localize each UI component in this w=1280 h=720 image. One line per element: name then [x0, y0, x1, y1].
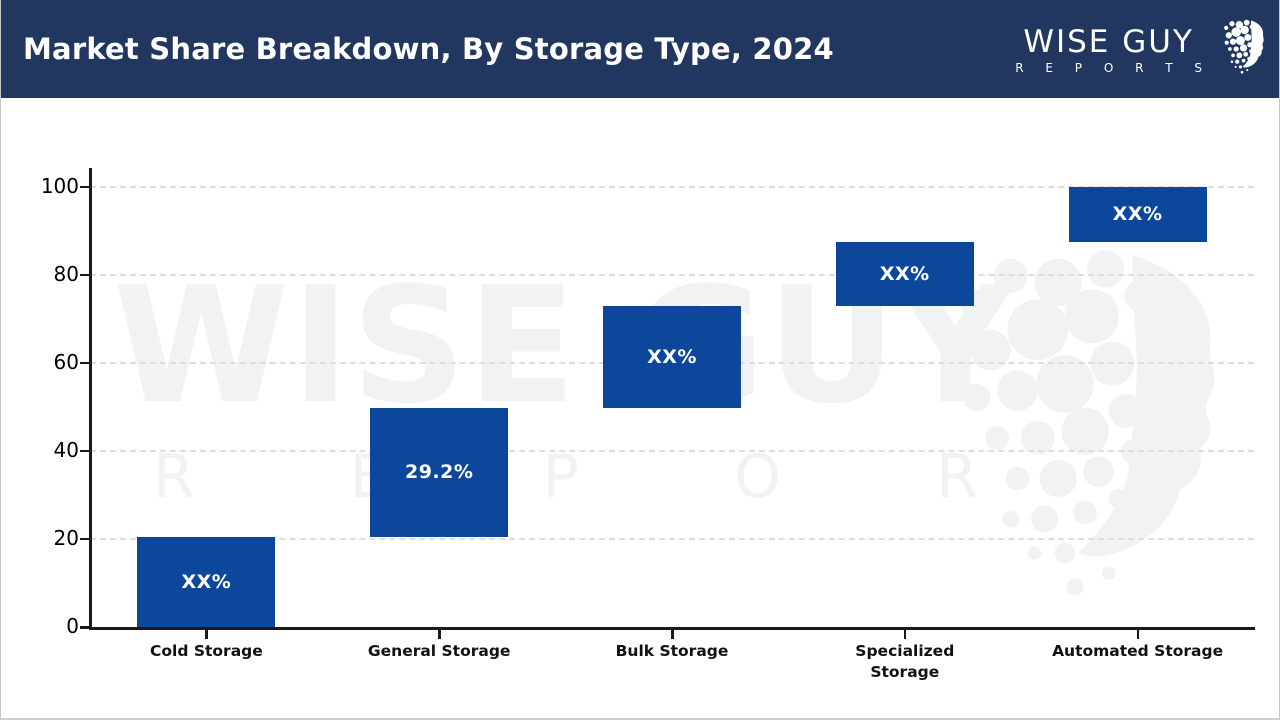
x-tick-3 [903, 630, 907, 639]
header-bar: Market Share Breakdown, By Storage Type,… [1, 0, 1279, 98]
bar-value-label: XX% [879, 263, 930, 286]
y-tick-20 [80, 537, 90, 541]
bar-automated-storage: XX% [1068, 186, 1207, 243]
y-tick-80 [80, 273, 90, 277]
y-axis-line [89, 168, 92, 630]
y-tick-label: 60 [53, 349, 79, 374]
x-tick-label: General Storage [367, 642, 511, 660]
x-tick-4 [1136, 630, 1140, 639]
x-tick-label: Specialized Storage [855, 642, 955, 681]
gridline-y-20 [90, 537, 1254, 540]
x-tick-2 [671, 630, 674, 639]
x-tick-label: Automated Storage [1052, 642, 1224, 660]
bar-value-label: 29.2% [404, 461, 474, 484]
y-tick-label: 40 [53, 437, 79, 462]
brand-logo: WISE GUY R E P O R T S [1006, 6, 1271, 92]
bar-value-label: XX% [1112, 203, 1163, 226]
y-tick-100 [80, 185, 90, 188]
x-tick-0 [205, 630, 208, 639]
gridline-y-40 [90, 449, 1254, 452]
bar-specialized-storage: XX% [835, 242, 974, 306]
x-tick-label: Cold Storage [150, 642, 263, 660]
page-title: Market Share Breakdown, By Storage Type,… [23, 32, 834, 66]
bar-cold-storage: XX% [137, 536, 276, 627]
x-tick-1 [438, 630, 441, 639]
watermark-head-icon [960, 250, 1215, 596]
y-tick-label: 100 [40, 173, 79, 198]
y-tick-label: 0 [66, 614, 79, 638]
brand-name: WISE GUY [1023, 23, 1194, 60]
brand-logo-text: WISE GUY R E P O R T S [1006, 24, 1211, 75]
gridline-y-100 [90, 185, 1254, 188]
x-axis-line [89, 627, 1255, 630]
bar-value-label: XX% [647, 345, 697, 368]
bar-general-storage: 29.2% [370, 408, 509, 537]
y-tick-0 [80, 626, 90, 629]
brand-subtitle: R E P O R T S [1015, 60, 1211, 75]
bar-bulk-storage: XX% [603, 305, 741, 409]
y-tick-60 [80, 361, 90, 365]
y-tick-label: 20 [53, 525, 79, 550]
x-tick-label: Bulk Storage [615, 642, 729, 660]
bar-value-label: XX% [181, 570, 232, 593]
y-tick-40 [80, 449, 90, 453]
dotted-head-icon [1224, 19, 1264, 74]
gridline-y-80 [90, 273, 1254, 276]
y-tick-label: 80 [53, 261, 79, 286]
